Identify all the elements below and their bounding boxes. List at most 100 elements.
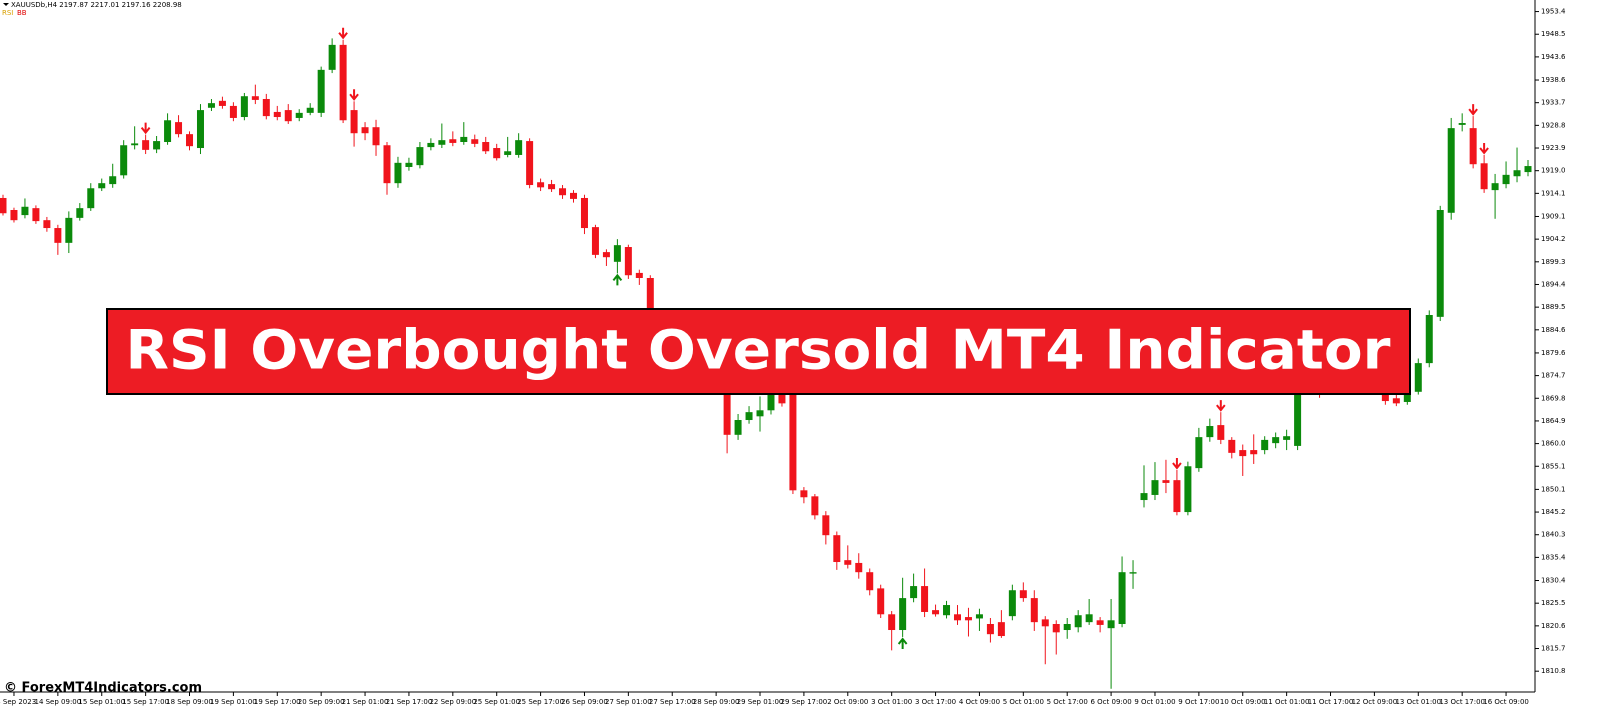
x-tick-label: 15 Sep 17:00 (122, 698, 169, 706)
candle-body (1206, 426, 1214, 438)
candle-body (548, 184, 556, 190)
candle-body (218, 100, 226, 106)
y-tick-label: 1845.2 (1541, 508, 1566, 516)
candle-body (1129, 572, 1137, 574)
candle-body (251, 96, 259, 100)
indicator-name: RSI (2, 9, 13, 17)
candle-body (416, 147, 424, 166)
x-tick-label: 11 Oct 01:00 (1264, 698, 1310, 706)
x-tick-label: 16 Oct 09:00 (1483, 698, 1529, 706)
candle-body (1140, 493, 1148, 501)
candle-body (1447, 128, 1455, 213)
candle-body (339, 44, 347, 121)
x-tick-label: 14 Sep 09:00 (34, 698, 81, 706)
y-tick-label: 1923.9 (1541, 144, 1566, 152)
y-tick-label: 1914.1 (1541, 189, 1566, 197)
sell-arrow (349, 89, 359, 101)
candle-body (186, 134, 194, 147)
candle-body (1250, 450, 1258, 455)
candle-body (493, 148, 501, 159)
candle-body (54, 228, 62, 243)
candle-body (449, 139, 457, 143)
candle-body (1261, 439, 1269, 451)
candle-body (844, 560, 852, 565)
candle-body (1524, 166, 1532, 173)
candle-body (1085, 614, 1093, 623)
candle-body (240, 96, 248, 118)
candle-body (888, 614, 896, 631)
candle-body (515, 140, 523, 155)
y-tick-label: 1889.5 (1541, 303, 1566, 311)
candle-body (43, 220, 51, 229)
candle-body (767, 389, 775, 411)
y-tick-label: 1904.2 (1541, 235, 1566, 243)
x-tick-label: 5 Oct 17:00 (1047, 698, 1088, 706)
candle-body (778, 388, 786, 404)
candle-body (964, 617, 972, 621)
candle-body (745, 412, 753, 421)
y-tick-label: 1948.5 (1541, 30, 1566, 38)
candle-body (943, 605, 951, 616)
x-tick-label: 28 Sep 09:00 (693, 698, 740, 706)
x-tick-label: 10 Oct 09:00 (1220, 698, 1266, 706)
candle-body (1019, 590, 1027, 599)
candle-body (822, 515, 830, 536)
x-tick-label: 3 Oct 17:00 (915, 698, 956, 706)
candle-body (394, 162, 402, 184)
y-tick-label: 1855.1 (1541, 462, 1566, 470)
candle-body (361, 127, 369, 134)
candle-body (1118, 572, 1126, 625)
watermark: © ForexMT4Indicators.com (4, 681, 202, 696)
y-tick-label: 1938.6 (1541, 76, 1566, 84)
sell-arrow (338, 27, 348, 40)
candle-body (1074, 615, 1082, 628)
x-tick-label: 27 Sep 17:00 (649, 698, 696, 706)
x-tick-label: 29 Sep 17:00 (781, 698, 828, 706)
y-tick-label: 1860.0 (1541, 440, 1566, 448)
candle-body (1151, 480, 1159, 495)
candle-body (196, 110, 204, 149)
candle-body (1502, 174, 1510, 185)
candle-body (1107, 620, 1115, 629)
x-tick-label: 6 Oct 09:00 (1090, 698, 1131, 706)
candle-body (877, 588, 885, 615)
candle-body (591, 227, 599, 255)
candle-body (910, 586, 918, 599)
candle-body (1436, 210, 1444, 317)
y-tick-label: 1933.7 (1541, 99, 1566, 107)
x-tick-label: 15 Sep 01:00 (78, 698, 125, 706)
candle-body (1195, 437, 1203, 469)
candle-body (427, 142, 435, 148)
candle-body (899, 598, 907, 631)
candle-body (142, 140, 150, 150)
candle-body (1030, 598, 1038, 623)
symbol-info: XAUUSDb,H4 2197.87 2217.01 2197.16 2208.… (11, 1, 182, 9)
sell-arrow (1479, 142, 1489, 155)
candle-body (372, 127, 380, 146)
indicator-name: BB (17, 9, 27, 17)
y-tick-label: 1815.7 (1541, 645, 1566, 653)
candle-body (1184, 466, 1192, 513)
candle-body (635, 272, 643, 279)
candle-body (65, 217, 73, 243)
x-tick-label: 26 Sep 09:00 (561, 698, 608, 706)
x-tick-label: 5 Oct 01:00 (1003, 698, 1044, 706)
candle-body (986, 624, 994, 635)
candle-body (789, 389, 797, 491)
candle-body (811, 496, 819, 516)
candle-body (0, 197, 7, 214)
candle-body (756, 410, 764, 417)
x-tick-label: 9 Oct 01:00 (1134, 698, 1175, 706)
x-tick-label: 20 Sep 09:00 (298, 698, 345, 706)
candle-body (723, 381, 731, 435)
candle-body (153, 141, 161, 150)
candle-body (855, 562, 863, 573)
candle-body (295, 112, 303, 118)
x-tick-label: 21 Sep 01:00 (342, 698, 389, 706)
candle-body (405, 162, 413, 167)
candle-body (1513, 170, 1521, 177)
y-tick-label: 1820.6 (1541, 622, 1566, 630)
candle-body (306, 107, 314, 113)
y-tick-label: 1864.9 (1541, 417, 1566, 425)
banner-title: RSI Overbought Oversold MT4 Indicator (126, 319, 1391, 382)
